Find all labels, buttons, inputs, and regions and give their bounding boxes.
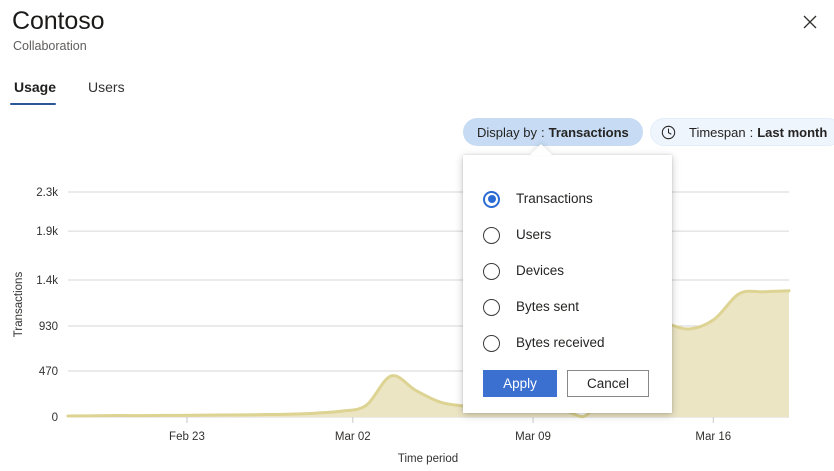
x-axis-tick-label: Feb 23 xyxy=(169,431,205,443)
radio-option-bytes-sent[interactable]: Bytes sent xyxy=(483,289,672,325)
radio-option-devices[interactable]: Devices xyxy=(483,253,672,289)
timespan-separator: : xyxy=(749,124,754,140)
tab-usage[interactable]: Usage xyxy=(10,78,70,105)
y-axis-tick-label: 1.9k xyxy=(36,226,58,238)
radio-option-label: Devices xyxy=(516,263,565,278)
tab-bar: Usage Users xyxy=(10,78,139,105)
display-by-filter-pill[interactable]: Display by : Transactions xyxy=(463,118,643,146)
tab-users[interactable]: Users xyxy=(70,78,139,105)
x-axis-title: Time period xyxy=(398,453,458,465)
radio-button-icon xyxy=(483,262,500,280)
radio-option-label: Bytes received xyxy=(516,335,605,350)
radio-option-label: Transactions xyxy=(516,191,593,206)
tab-usage-label: Usage xyxy=(14,79,57,95)
radio-dot-icon xyxy=(488,303,496,311)
tab-users-label: Users xyxy=(88,79,125,95)
radio-option-transactions[interactable]: Transactions xyxy=(483,181,672,217)
radio-option-label: Bytes sent xyxy=(516,299,580,314)
clock-icon xyxy=(661,125,676,140)
radio-option-bytes-received[interactable]: Bytes received xyxy=(483,325,672,361)
radio-option-label: Users xyxy=(516,227,552,242)
close-icon xyxy=(803,15,817,29)
x-axis-tick-label: Mar 09 xyxy=(515,431,551,443)
y-axis-tick-label: 930 xyxy=(39,321,58,333)
display-by-value: Transactions xyxy=(548,124,629,140)
page-subtitle: Collaboration xyxy=(13,39,87,53)
radio-button-icon xyxy=(483,190,500,208)
radio-dot-icon xyxy=(487,195,496,203)
radio-dot-icon xyxy=(488,267,496,275)
close-button[interactable] xyxy=(798,10,822,34)
x-axis-tick-label: Mar 16 xyxy=(695,431,731,443)
apply-button[interactable]: Apply xyxy=(483,370,557,397)
page-title: Contoso xyxy=(12,7,105,35)
display-by-separator: : xyxy=(540,124,545,140)
callout-arrow xyxy=(530,144,552,155)
x-axis-tick-label: Mar 02 xyxy=(335,431,371,443)
y-axis-tick-label: 1.4k xyxy=(36,275,58,287)
cancel-button[interactable]: Cancel xyxy=(567,370,649,397)
radio-button-icon xyxy=(483,334,500,352)
y-axis-tick-label: 2.3k xyxy=(36,187,58,199)
radio-dot-icon xyxy=(488,231,496,239)
radio-button-icon xyxy=(483,298,500,316)
display-by-prefix: Display by xyxy=(477,124,537,140)
radio-dot-icon xyxy=(488,339,496,347)
popup-actions: Apply Cancel xyxy=(483,370,649,397)
timespan-filter-pill[interactable]: Timespan : Last month xyxy=(650,118,834,146)
display-by-radio-group: Transactions Users Devices Bytes sent Bytes … xyxy=(463,155,672,361)
display-by-popup: Transactions Users Devices Bytes sent Bytes … xyxy=(463,155,672,413)
timespan-prefix: Timespan xyxy=(689,124,746,140)
radio-option-users[interactable]: Users xyxy=(483,217,672,253)
timespan-value: Last month xyxy=(757,124,828,140)
radio-button-icon xyxy=(483,226,500,244)
y-axis-tick-label: 470 xyxy=(39,366,58,378)
y-axis-tick-label: 0 xyxy=(52,412,58,424)
y-axis-title: Transactions xyxy=(13,272,25,338)
